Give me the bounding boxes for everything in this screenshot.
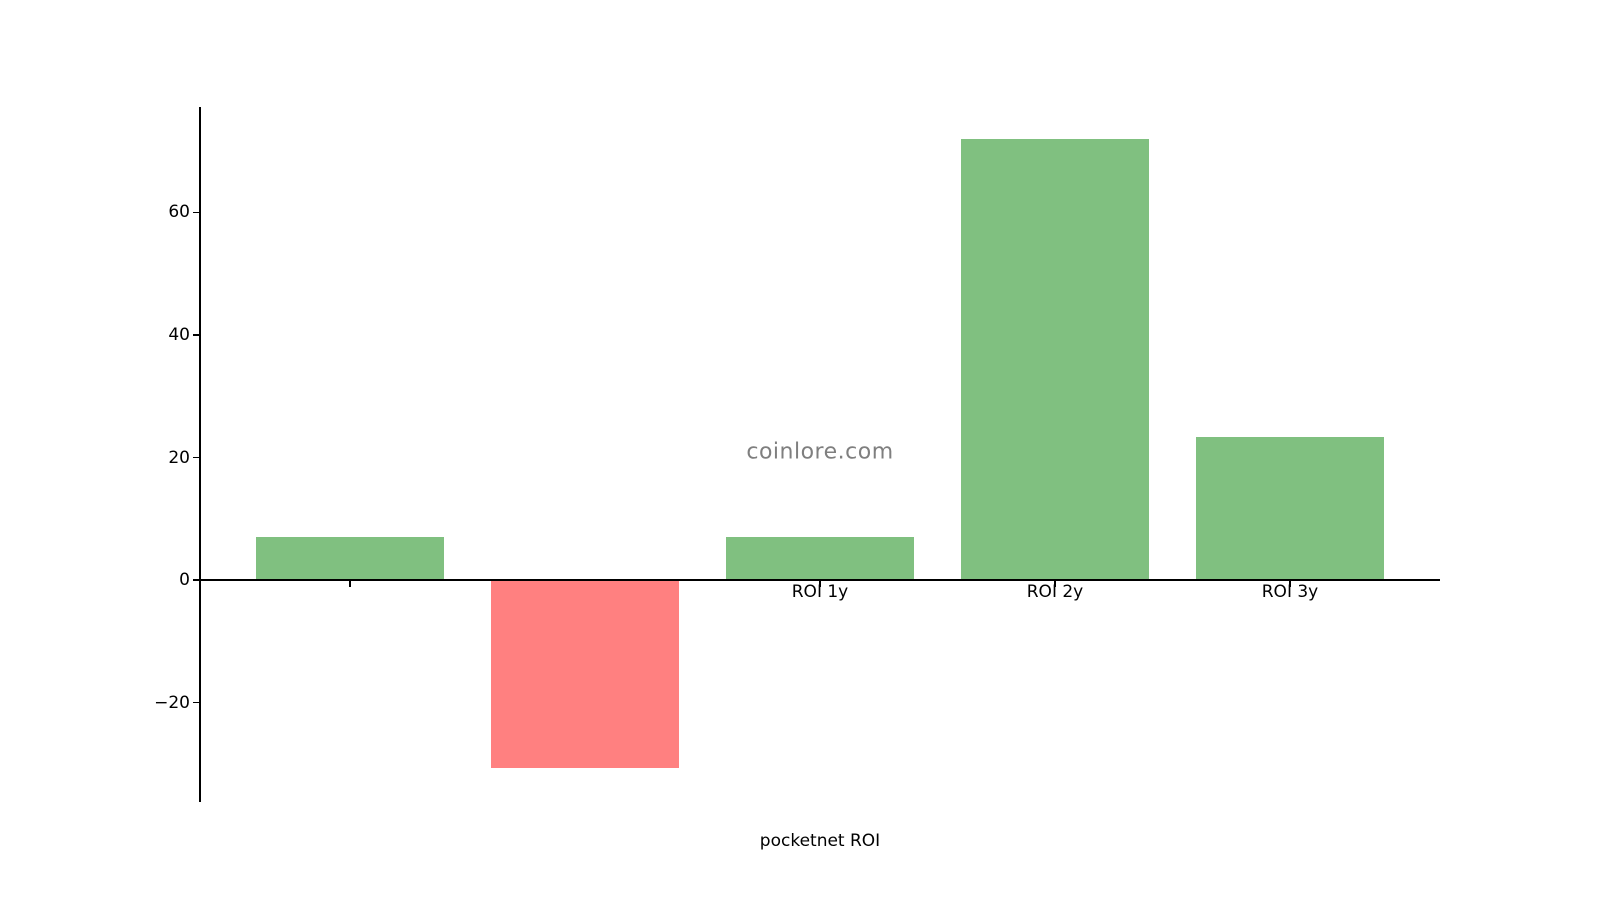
y-tick-mark: [193, 579, 199, 581]
x-axis-line: [200, 579, 1440, 581]
x-tick-mark: [349, 580, 351, 588]
y-tick-label: 0: [179, 570, 190, 591]
chart-title: pocketnet ROI: [759, 831, 881, 851]
x-tick-label: ROI 1y: [791, 582, 849, 603]
x-tick-label: ROI 3y: [1261, 582, 1319, 603]
bar-unlabeled-2: [491, 580, 679, 769]
x-tick-mark: [819, 580, 821, 588]
watermark: coinlore.com: [746, 439, 894, 465]
bar-roi-1y: [726, 537, 914, 581]
x-tick-mark: [1054, 580, 1056, 588]
y-tick-label: 20: [168, 447, 190, 468]
y-tick-mark: [193, 456, 199, 459]
y-tick-mark: [193, 334, 199, 336]
y-tick-label: 60: [168, 202, 190, 223]
x-tick-label: ROI 2y: [1026, 582, 1084, 603]
bar-roi-3y: [1196, 437, 1384, 581]
y-tick-mark: [193, 211, 199, 214]
x-tick-mark: [1289, 580, 1291, 588]
bar-unlabeled-1: [256, 537, 444, 581]
y-axis-line: [199, 107, 201, 802]
y-tick-mark: [193, 701, 199, 704]
bar-roi-2y: [961, 138, 1149, 581]
y-tick-label: −20: [154, 692, 190, 713]
y-tick-label: 40: [168, 324, 190, 345]
